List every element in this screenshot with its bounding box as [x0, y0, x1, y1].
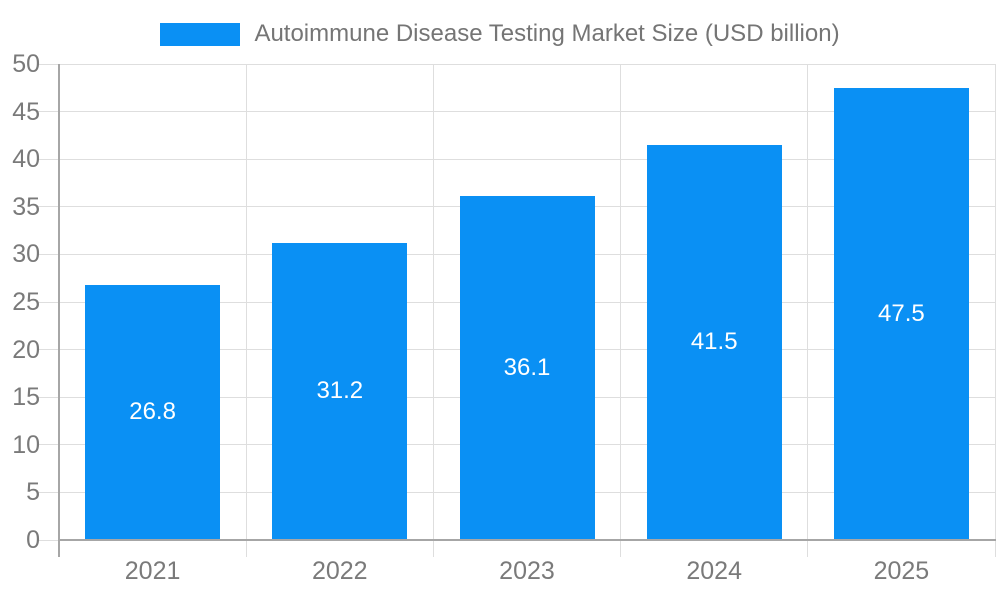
chart-legend[interactable]: Autoimmune Disease Testing Market Size (… [0, 16, 1000, 52]
legend-swatch-icon [160, 22, 241, 46]
y-axis-label: 35 [12, 192, 40, 221]
bar-2021[interactable]: 26.8 [85, 284, 221, 540]
bar-value-label: 26.8 [129, 398, 176, 426]
x-axis-line [58, 539, 996, 541]
bar-2025[interactable]: 47.5 [833, 87, 969, 540]
bar-value-label: 41.5 [690, 328, 738, 356]
x-axis-label: 2025 [873, 557, 930, 585]
legend-label: Autoimmune Disease Testing Market Size (… [254, 20, 840, 47]
y-axis-line [58, 64, 60, 557]
y-axis-label: 20 [12, 335, 40, 364]
gridline-horizontal [37, 158, 995, 160]
y-axis-label: 25 [12, 288, 40, 316]
bar-2024[interactable]: 41.5 [646, 144, 782, 540]
gridline-vertical [620, 64, 622, 557]
y-axis-label: 0 [26, 526, 40, 554]
y-axis-label: 10 [12, 430, 40, 459]
gridline-horizontal [37, 63, 995, 65]
y-axis-label: 45 [12, 97, 40, 126]
bar-2023[interactable]: 36.1 [459, 196, 595, 540]
y-axis-label: 30 [12, 240, 40, 269]
gridline-horizontal [37, 111, 995, 113]
gridline-vertical [432, 64, 434, 557]
bar-value-label: 31.2 [316, 377, 364, 405]
x-axis-label: 2023 [499, 557, 555, 585]
y-axis-label: 15 [12, 383, 40, 412]
y-axis-label: 5 [26, 478, 40, 507]
y-axis-label: 50 [12, 50, 40, 78]
x-axis-label: 2022 [311, 557, 368, 585]
gridline-vertical [994, 64, 996, 557]
gridline-vertical [245, 64, 247, 557]
plot-area: 26.8 31.2 36.1 41.5 47.5 2021 2022 2023 2024 2025… [12, 50, 996, 585]
x-axis-label: 2024 [686, 557, 742, 585]
bar-2022[interactable]: 31.2 [272, 242, 408, 540]
bar-value-label: 36.1 [503, 354, 551, 382]
y-axis-label: 40 [12, 145, 40, 174]
gridline-vertical [807, 64, 809, 557]
x-axis-label: 2021 [124, 557, 181, 585]
bar-value-label: 47.5 [878, 299, 925, 327]
